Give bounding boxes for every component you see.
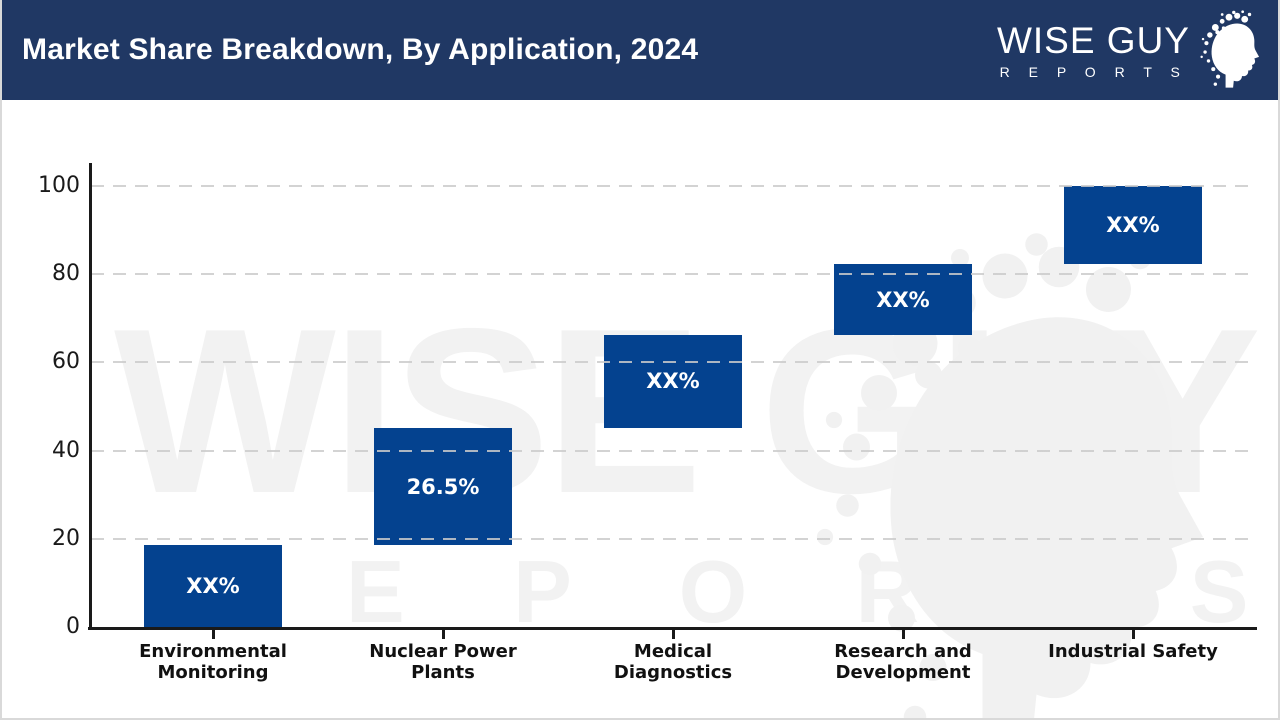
y-gridline bbox=[91, 185, 1257, 187]
y-tick-label: 0 bbox=[66, 614, 80, 639]
x-tick-mark bbox=[1131, 630, 1135, 639]
x-category-label: Research and Development bbox=[834, 641, 972, 684]
x-category-label: Medical Diagnostics bbox=[613, 641, 733, 684]
bar-value-label: XX% bbox=[1106, 213, 1160, 238]
y-gridline bbox=[91, 449, 1257, 452]
x-axis-line bbox=[88, 627, 1257, 630]
y-gridline bbox=[91, 273, 1257, 276]
logo-brand-text: WISE GUY bbox=[996, 19, 1190, 61]
x-category-label: Nuclear Power Plants bbox=[369, 641, 517, 684]
y-tick-label: 80 bbox=[52, 261, 80, 287]
logo-wordmark: WISE GUY R E P O R T S bbox=[997, 22, 1190, 79]
bar-value-label: XX% bbox=[646, 369, 700, 394]
bar-value-label: XX% bbox=[186, 573, 240, 598]
y-tick-label: 60 bbox=[52, 349, 80, 375]
y-tick-label: 100 bbox=[38, 173, 80, 198]
y-tick-label: 40 bbox=[52, 437, 80, 463]
chart-title: Market Share Breakdown, By Application, … bbox=[22, 33, 699, 66]
x-category-label: Environmental Monitoring bbox=[139, 641, 287, 684]
y-gridline bbox=[91, 361, 1257, 364]
header-bar: Market Share Breakdown, By Application, … bbox=[2, 0, 1278, 100]
waterfall-bar-segment: XX% bbox=[834, 264, 972, 335]
y-tick-label: 20 bbox=[52, 525, 80, 551]
x-tick-mark bbox=[211, 630, 215, 639]
wise-guy-reports-logo: WISE GUY R E P O R T S bbox=[997, 9, 1264, 91]
waterfall-bar-segment: XX% bbox=[144, 544, 282, 627]
bar-value-label: XX% bbox=[876, 287, 930, 312]
x-tick-mark bbox=[441, 630, 445, 639]
waterfall-bar-segment: XX% bbox=[604, 334, 742, 429]
waterfall-bar-segment: XX% bbox=[1064, 186, 1202, 265]
x-category-label: Industrial Safety bbox=[1048, 641, 1218, 662]
logo-reports-text: R E P O R T S bbox=[999, 63, 1188, 80]
waterfall-bar-segment: 26.5% bbox=[374, 428, 512, 545]
x-tick-mark bbox=[901, 630, 905, 639]
y-axis-line bbox=[89, 163, 92, 630]
logo-head-icon bbox=[1194, 9, 1264, 91]
bar-value-label: 26.5% bbox=[406, 474, 480, 499]
x-tick-mark bbox=[671, 630, 675, 639]
y-gridline bbox=[91, 537, 1257, 540]
